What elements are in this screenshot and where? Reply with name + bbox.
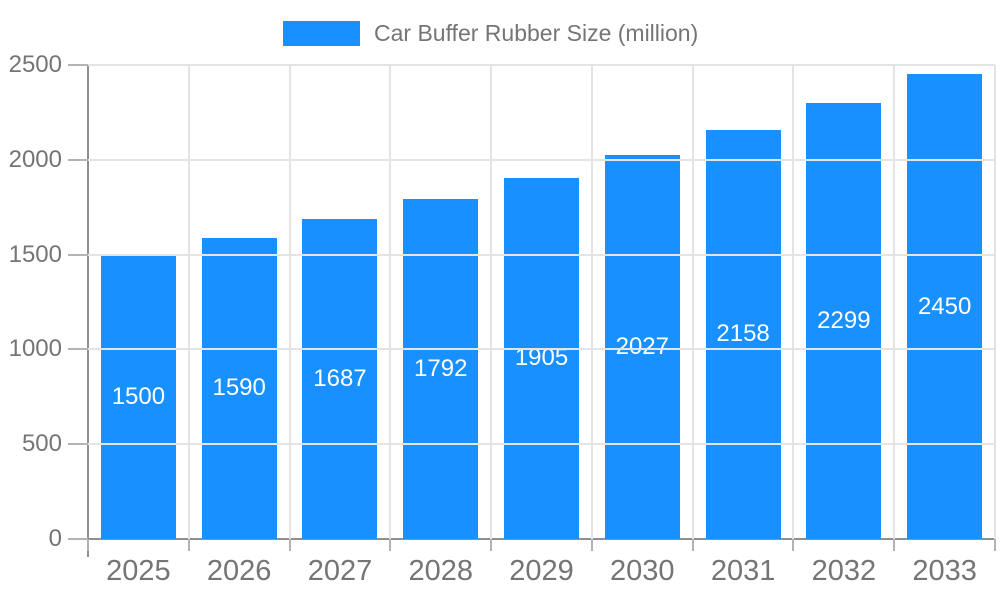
bar-2028[interactable]: 1792 <box>403 199 479 539</box>
v-gridline <box>994 65 996 539</box>
bar-value-label: 2450 <box>917 292 972 320</box>
plot-area: 1500 1590 1687 1792 1905 2027 2158 2299 2450 <box>68 64 996 557</box>
bar-value-label: 1687 <box>313 365 367 393</box>
v-gridline <box>490 65 493 539</box>
x-axis-tick-label: 2033 <box>912 555 977 587</box>
x-axis-tick <box>490 539 493 551</box>
y-axis-tick <box>68 538 88 540</box>
y-axis-tick-label: 500 <box>21 430 62 458</box>
y-axis-tick-label: 1000 <box>8 335 62 363</box>
bar-value-label: 2027 <box>615 332 669 360</box>
bar-value-label: 1590 <box>212 374 266 402</box>
bar-value-label: 1792 <box>414 355 468 383</box>
bar-2027[interactable]: 1687 <box>302 219 378 539</box>
y-axis-tick-label: 2000 <box>8 145 62 173</box>
h-gridline <box>88 64 995 66</box>
bar-slot: 1792 <box>390 65 491 539</box>
y-axis-tick <box>68 64 88 66</box>
y-axis-tick-label: 0 <box>48 525 62 552</box>
bar-2031[interactable]: 2158 <box>705 129 781 539</box>
y-axis-tick <box>68 158 88 161</box>
x-axis-tick-label: 2031 <box>710 555 776 587</box>
bar-2030[interactable]: 2027 <box>604 154 680 539</box>
legend-label: Car Buffer Rubber Size (million) <box>374 20 699 46</box>
bars-container: 1500 1590 1687 1792 1905 2027 2158 2299 2450 <box>88 65 995 539</box>
x-axis-tick-label: 2028 <box>408 555 473 587</box>
x-axis-tick-label: 2030 <box>610 555 675 587</box>
bar-slot: 1500 <box>88 65 189 539</box>
bar-value-label: 1500 <box>111 382 166 410</box>
y-axis-tick-label: 2500 <box>8 51 62 78</box>
x-axis-tick <box>994 539 996 551</box>
x-axis-tick <box>389 539 392 551</box>
h-gridline <box>88 443 995 446</box>
y-axis-labels: 0 500 1000 1500 2000 2500 <box>0 53 62 551</box>
bar-value-label: 2158 <box>716 320 770 348</box>
v-gridline <box>389 65 392 539</box>
bar-slot: 1687 <box>290 65 391 539</box>
x-axis-tick-label: 2026 <box>206 555 272 587</box>
bar-slot: 2450 <box>894 65 995 539</box>
h-gridline <box>88 158 995 161</box>
bar-2033[interactable]: 2450 <box>907 74 983 539</box>
v-gridline <box>691 65 694 539</box>
y-axis-tick <box>68 253 88 256</box>
x-axis-line <box>68 538 995 540</box>
x-axis-tick <box>893 539 896 551</box>
y-axis-tick <box>68 348 88 351</box>
bar-2032[interactable]: 2299 <box>806 103 882 539</box>
x-axis-labels: 2025 2026 2027 2028 2029 2030 2031 2032 2033 <box>88 555 995 587</box>
y-axis-tick <box>68 443 88 446</box>
h-gridline <box>88 253 995 256</box>
h-gridline <box>88 348 995 351</box>
x-axis-tick-label: 2025 <box>106 555 171 587</box>
bar-2029[interactable]: 1905 <box>503 177 580 539</box>
x-axis-tick <box>288 539 291 551</box>
x-axis-tick <box>691 539 694 551</box>
y-axis-line <box>87 65 89 557</box>
x-axis-tick <box>187 539 190 551</box>
x-axis-tick <box>87 539 89 551</box>
bar-slot: 2299 <box>793 65 894 539</box>
bar-value-label: 2299 <box>817 307 871 335</box>
y-axis-tick-label: 1500 <box>8 240 62 268</box>
v-gridline <box>792 65 795 539</box>
bar-slot: 1590 <box>189 65 290 539</box>
chart-legend-item[interactable]: Car Buffer Rubber Size (million) <box>283 20 698 47</box>
legend-swatch <box>283 21 360 46</box>
x-axis-tick-label: 2032 <box>811 555 877 587</box>
bar-2026[interactable]: 1590 <box>201 237 277 539</box>
v-gridline <box>590 65 593 539</box>
v-gridline <box>893 65 896 539</box>
bar-slot: 1905 <box>491 65 592 539</box>
x-axis-tick-label: 2029 <box>509 555 574 587</box>
x-axis-tick <box>792 539 795 551</box>
bar-2025[interactable]: 1500 <box>100 254 176 539</box>
bar-slot: 2027 <box>592 65 693 539</box>
v-gridline <box>187 65 190 539</box>
x-axis-tick-label: 2027 <box>307 555 373 587</box>
v-gridline <box>288 65 291 539</box>
bar-slot: 2158 <box>693 65 794 539</box>
x-axis-tick <box>590 539 593 551</box>
